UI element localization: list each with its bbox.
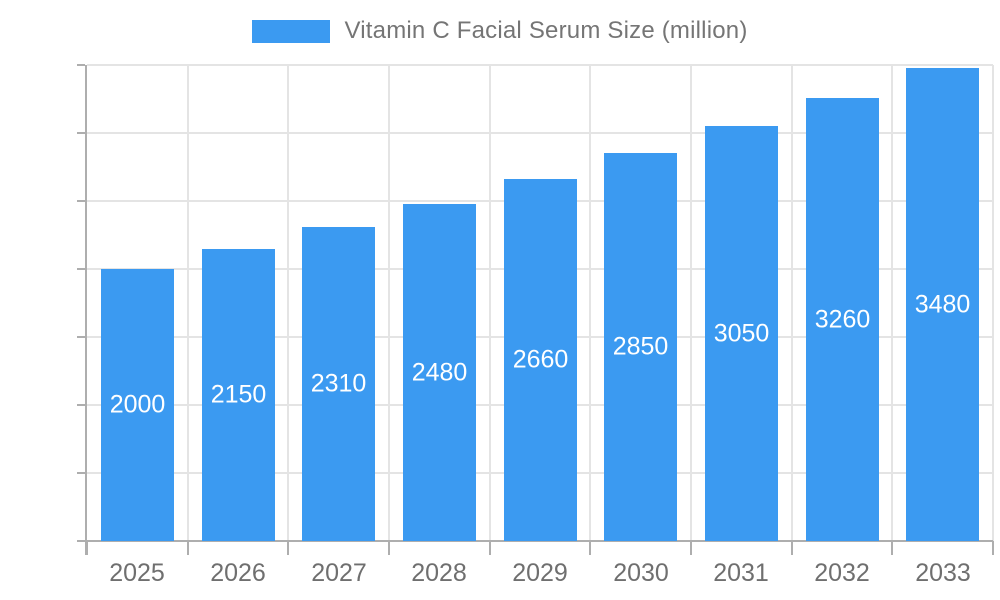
bar-value-label: 2150 bbox=[210, 380, 267, 409]
legend-item[interactable]: Vitamin C Facial Serum Size (million) bbox=[0, 17, 1000, 45]
y-axis-line bbox=[85, 65, 87, 555]
bar-value-label: 3050 bbox=[713, 319, 770, 347]
gridline-vertical bbox=[891, 65, 893, 541]
y-axis-tick bbox=[77, 472, 85, 474]
bar[interactable]: 3260 bbox=[806, 98, 879, 541]
bar[interactable]: 2660 bbox=[504, 179, 577, 541]
x-axis-line bbox=[77, 540, 993, 542]
legend-swatch bbox=[252, 19, 331, 43]
y-axis-tick bbox=[77, 336, 85, 338]
gridline-vertical bbox=[187, 65, 189, 541]
gridline-vertical bbox=[589, 65, 591, 541]
gridline-vertical bbox=[992, 65, 994, 541]
bar-value-label: 2310 bbox=[310, 369, 367, 398]
bar[interactable]: 2850 bbox=[604, 153, 677, 541]
x-axis-label: 2030 bbox=[613, 559, 669, 587]
x-axis-tick bbox=[489, 541, 491, 555]
y-axis-tick bbox=[77, 404, 85, 406]
y-axis-tick bbox=[77, 268, 85, 270]
legend-label: Vitamin C Facial Serum Size (million) bbox=[344, 17, 748, 44]
x-axis-label: 2033 bbox=[915, 559, 971, 587]
y-axis-tick bbox=[77, 200, 85, 202]
gridline-horizontal bbox=[87, 132, 993, 134]
bar[interactable]: 3050 bbox=[705, 126, 778, 541]
x-axis-tick bbox=[187, 541, 189, 555]
bar-value-label: 3480 bbox=[914, 290, 971, 318]
bar-value-label: 2660 bbox=[512, 345, 569, 374]
y-axis-tick bbox=[77, 132, 85, 134]
gridline-horizontal bbox=[87, 64, 993, 66]
bar-value-label: 2850 bbox=[612, 332, 669, 361]
x-axis-label: 2032 bbox=[814, 559, 870, 587]
x-axis-label: 2027 bbox=[311, 559, 367, 587]
x-axis-label: 2028 bbox=[411, 559, 467, 587]
bar[interactable]: 2000 bbox=[101, 269, 174, 541]
bar[interactable]: 3480 bbox=[906, 68, 979, 541]
x-axis-tick bbox=[86, 541, 88, 555]
x-axis-label: 2029 bbox=[512, 559, 568, 587]
x-axis-label: 2025 bbox=[109, 559, 165, 587]
gridline-vertical bbox=[791, 65, 793, 541]
gridline-vertical bbox=[690, 65, 692, 541]
x-axis-tick bbox=[388, 541, 390, 555]
x-axis-tick bbox=[589, 541, 591, 555]
y-axis-tick bbox=[77, 64, 85, 66]
gridline-vertical bbox=[388, 65, 390, 541]
bar[interactable]: 2150 bbox=[202, 249, 275, 541]
x-axis-tick bbox=[891, 541, 893, 555]
x-axis-tick bbox=[791, 541, 793, 555]
x-axis-tick bbox=[992, 541, 994, 555]
bar[interactable]: 2310 bbox=[302, 227, 375, 541]
bar-value-label: 2000 bbox=[109, 390, 166, 419]
x-axis-tick bbox=[287, 541, 289, 555]
gridline-vertical bbox=[287, 65, 289, 541]
bar-value-label: 2480 bbox=[411, 358, 468, 386]
x-axis-label: 2031 bbox=[713, 559, 769, 587]
x-axis-label: 2026 bbox=[210, 559, 266, 587]
bar-value-label: 3260 bbox=[814, 305, 871, 333]
x-axis-tick bbox=[690, 541, 692, 555]
gridline-vertical bbox=[489, 65, 491, 541]
bar[interactable]: 2480 bbox=[403, 204, 476, 541]
